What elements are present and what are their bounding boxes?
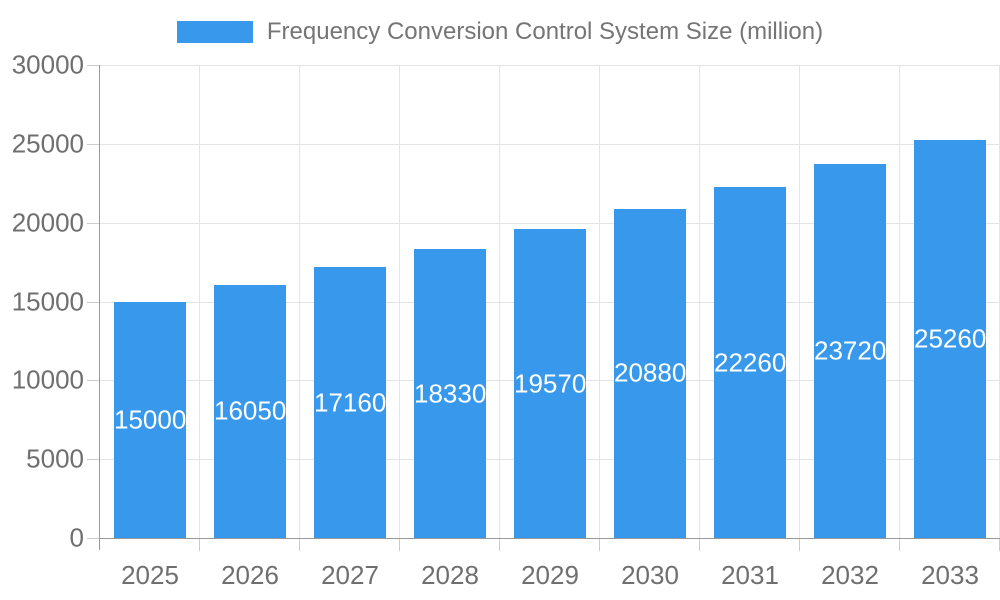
x-axis-tick bbox=[299, 539, 300, 551]
bar[interactable]: 18330 bbox=[414, 249, 486, 538]
y-axis-tick bbox=[87, 538, 99, 539]
x-axis-tick-label: 2032 bbox=[821, 560, 879, 590]
bar-value-label: 25260 bbox=[914, 323, 987, 354]
x-gridline bbox=[199, 65, 200, 538]
x-axis-tick bbox=[399, 539, 400, 551]
bar-value-label: 22260 bbox=[714, 347, 787, 378]
x-axis-tick bbox=[899, 539, 900, 551]
x-gridline bbox=[799, 65, 800, 538]
y-axis-tick-label: 25000 bbox=[11, 128, 84, 159]
x-axis-tick-label: 2030 bbox=[621, 560, 679, 590]
bar[interactable]: 22260 bbox=[714, 187, 786, 538]
x-axis-line bbox=[100, 538, 1000, 539]
y-axis-tick-label: 5000 bbox=[26, 443, 84, 474]
y-axis-tick bbox=[87, 301, 99, 303]
y-gridline bbox=[100, 65, 1000, 66]
x-axis-tick-label: 2026 bbox=[221, 560, 279, 590]
bar[interactable]: 16050 bbox=[214, 284, 287, 538]
x-axis-tick-label: 2028 bbox=[421, 560, 479, 590]
x-gridline bbox=[299, 65, 300, 538]
legend-item[interactable]: Frequency Conversion Control System Size… bbox=[0, 18, 1000, 46]
y-gridline bbox=[100, 143, 1000, 145]
x-gridline bbox=[599, 65, 600, 538]
bar[interactable]: 23720 bbox=[814, 164, 886, 538]
bar-value-label: 19570 bbox=[514, 368, 587, 399]
x-gridline bbox=[699, 65, 700, 538]
y-axis-line bbox=[99, 65, 100, 550]
x-axis-tick bbox=[699, 539, 700, 551]
y-axis-tick bbox=[87, 459, 99, 461]
y-axis-tick-label: 30000 bbox=[11, 49, 84, 80]
y-gridline bbox=[100, 222, 1000, 224]
plot-area: 0 5000 10000 15000 20000 25000 30000 15000 2025 1… bbox=[12, 50, 1000, 590]
y-axis-tick bbox=[87, 143, 99, 145]
x-axis-tick bbox=[199, 539, 200, 551]
bar[interactable]: 20880 bbox=[614, 208, 687, 538]
legend-swatch bbox=[176, 21, 253, 43]
y-axis-tick-label: 15000 bbox=[11, 286, 84, 316]
bar[interactable]: 17160 bbox=[314, 267, 386, 538]
bar-value-label: 20880 bbox=[614, 357, 687, 388]
x-axis-tick-label: 2033 bbox=[921, 560, 979, 590]
bar[interactable]: 15000 bbox=[114, 301, 187, 538]
x-gridline bbox=[399, 65, 400, 538]
x-axis-tick bbox=[499, 539, 500, 551]
y-axis-tick bbox=[87, 380, 99, 382]
bar-value-label: 23720 bbox=[814, 335, 887, 366]
legend-label: Frequency Conversion Control System Size… bbox=[266, 18, 824, 45]
bar-value-label: 15000 bbox=[114, 404, 187, 435]
y-axis-tick-label: 20000 bbox=[11, 207, 84, 238]
x-axis-tick bbox=[799, 539, 800, 551]
y-axis-tick-label: 0 bbox=[69, 522, 84, 553]
bar[interactable]: 19570 bbox=[514, 229, 586, 538]
bar-value-label: 18330 bbox=[414, 378, 487, 408]
x-axis-tick-label: 2031 bbox=[721, 560, 779, 590]
y-axis-tick-label: 10000 bbox=[11, 364, 84, 395]
x-axis-tick-label: 2029 bbox=[521, 560, 579, 590]
y-axis-tick bbox=[87, 222, 99, 224]
bar[interactable]: 25260 bbox=[914, 139, 987, 538]
x-gridline bbox=[899, 65, 900, 538]
x-gridline bbox=[499, 65, 500, 538]
x-axis-tick-label: 2025 bbox=[121, 560, 179, 590]
y-axis-tick bbox=[87, 65, 99, 66]
x-axis-tick bbox=[599, 539, 600, 551]
x-axis-tick-label: 2027 bbox=[321, 560, 379, 590]
bar-value-label: 16050 bbox=[214, 395, 287, 426]
bar-value-label: 17160 bbox=[314, 387, 387, 418]
